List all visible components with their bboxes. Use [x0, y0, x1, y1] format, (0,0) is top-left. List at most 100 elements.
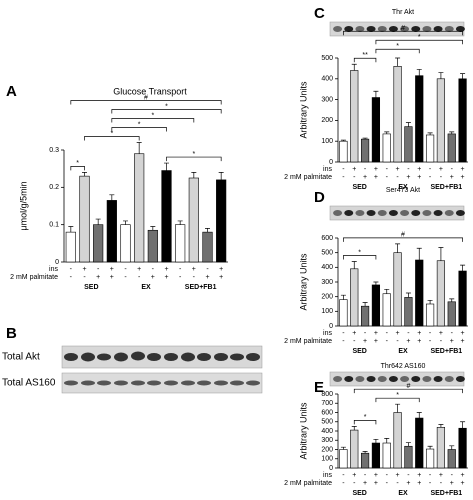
blot-label: Thr Akt — [392, 9, 414, 16]
significance-bracket — [353, 420, 377, 425]
error-bar — [449, 298, 455, 302]
y-tick-label: 300 — [321, 279, 333, 286]
ins-sign: + — [352, 472, 356, 479]
error-bar — [384, 288, 390, 294]
error-bar — [438, 72, 444, 79]
error-bar — [438, 247, 444, 261]
significance-bracket — [111, 109, 222, 114]
palmitate-sign: + — [461, 338, 465, 345]
ins-sign: + — [417, 330, 421, 337]
bar — [360, 138, 370, 163]
error-bar — [384, 131, 390, 134]
error-bar — [460, 73, 466, 79]
blot-band — [400, 376, 410, 382]
blot-band — [355, 210, 365, 216]
y-tick-label: 400 — [321, 76, 333, 83]
significance-marker: * — [364, 414, 367, 421]
bar — [360, 452, 370, 469]
error-bar — [427, 445, 433, 450]
bar — [458, 78, 467, 163]
ins-sign: + — [417, 472, 421, 479]
palmitate-sign: - — [386, 338, 389, 345]
panel-letter: C — [314, 5, 325, 22]
blot-band — [444, 26, 454, 32]
ins-sign: + — [192, 266, 196, 273]
palmitate-sign: - — [342, 480, 345, 487]
palmitate-sign: + — [363, 480, 367, 487]
error-bar — [109, 194, 115, 201]
palmitate-sign: - — [353, 338, 356, 345]
blot-band — [344, 210, 354, 216]
group-label: SED — [352, 490, 366, 497]
blot-band — [355, 376, 365, 382]
y-tick-label: 700 — [321, 400, 333, 407]
error-bar — [82, 172, 87, 177]
palmitate-sign: + — [417, 338, 421, 345]
error-bar — [373, 90, 379, 98]
ins-sign: - — [386, 166, 389, 173]
blot-band — [333, 376, 343, 382]
error-bar — [460, 421, 466, 429]
y-tick-label: 0 — [329, 159, 333, 166]
significance-bracket — [353, 388, 463, 394]
palmitate-sign: + — [417, 480, 421, 487]
bar — [415, 259, 424, 327]
significance-marker: * — [110, 130, 113, 137]
error-bar — [362, 137, 368, 140]
y-tick-label: 0 — [55, 259, 59, 266]
group-label: EX — [398, 490, 408, 497]
group-label: SED+FB1 — [430, 184, 462, 191]
bar — [436, 426, 446, 469]
y-tick-label: 400 — [321, 264, 333, 271]
bar — [216, 179, 227, 263]
error-bar — [384, 438, 390, 444]
y-tick-label: 500 — [321, 55, 333, 62]
ins-sign: + — [439, 166, 443, 173]
y-tick-label: 200 — [321, 294, 333, 301]
palmitate-sign: - — [353, 480, 356, 487]
error-bar — [427, 132, 433, 135]
palmitate-sign: + — [450, 174, 454, 181]
significance-bracket — [375, 397, 420, 403]
palmitate-sign: + — [406, 480, 410, 487]
palmitate-sign: - — [138, 274, 141, 281]
ins-sign: - — [342, 166, 345, 173]
significance-marker: * — [358, 249, 361, 256]
palmitate-sign: - — [396, 480, 399, 487]
significance-bracket — [84, 136, 140, 141]
row-label: ins — [323, 330, 332, 337]
bar — [447, 133, 456, 163]
bar — [393, 412, 402, 469]
row-label: ins — [323, 166, 332, 173]
blot-band — [433, 26, 443, 32]
blot-band — [422, 376, 432, 382]
y-axis-label: Arbitrary Units — [298, 253, 308, 311]
group-label: SED — [84, 284, 98, 291]
bar — [188, 177, 199, 263]
significance-bracket — [375, 39, 463, 45]
ins-sign: - — [152, 266, 155, 273]
palmitate-sign: + — [450, 480, 454, 487]
palmitate-sign: - — [429, 338, 432, 345]
blot-band — [433, 376, 443, 382]
palmitate-sign: - — [83, 274, 86, 281]
panel-letter: D — [314, 189, 325, 206]
ins-sign: - — [364, 330, 367, 337]
palmitate-sign: + — [363, 338, 367, 345]
error-bar — [416, 247, 422, 260]
error-bar — [351, 261, 357, 269]
palmitate-sign: - — [429, 480, 432, 487]
significance-bracket — [111, 127, 167, 132]
blot-band — [333, 26, 343, 32]
palmitate-sign: + — [461, 480, 465, 487]
row-label: 2 mM palmitate — [284, 174, 332, 181]
ins-sign: + — [396, 166, 400, 173]
palmitate-sign: - — [386, 480, 389, 487]
palmitate-sign: + — [374, 338, 378, 345]
ins-sign: - — [429, 330, 432, 337]
blot-band — [400, 210, 410, 216]
y-tick-label: 0.1 — [49, 222, 59, 229]
ins-sign: + — [352, 166, 356, 173]
bar — [339, 449, 348, 469]
y-tick-label: 800 — [321, 391, 333, 398]
